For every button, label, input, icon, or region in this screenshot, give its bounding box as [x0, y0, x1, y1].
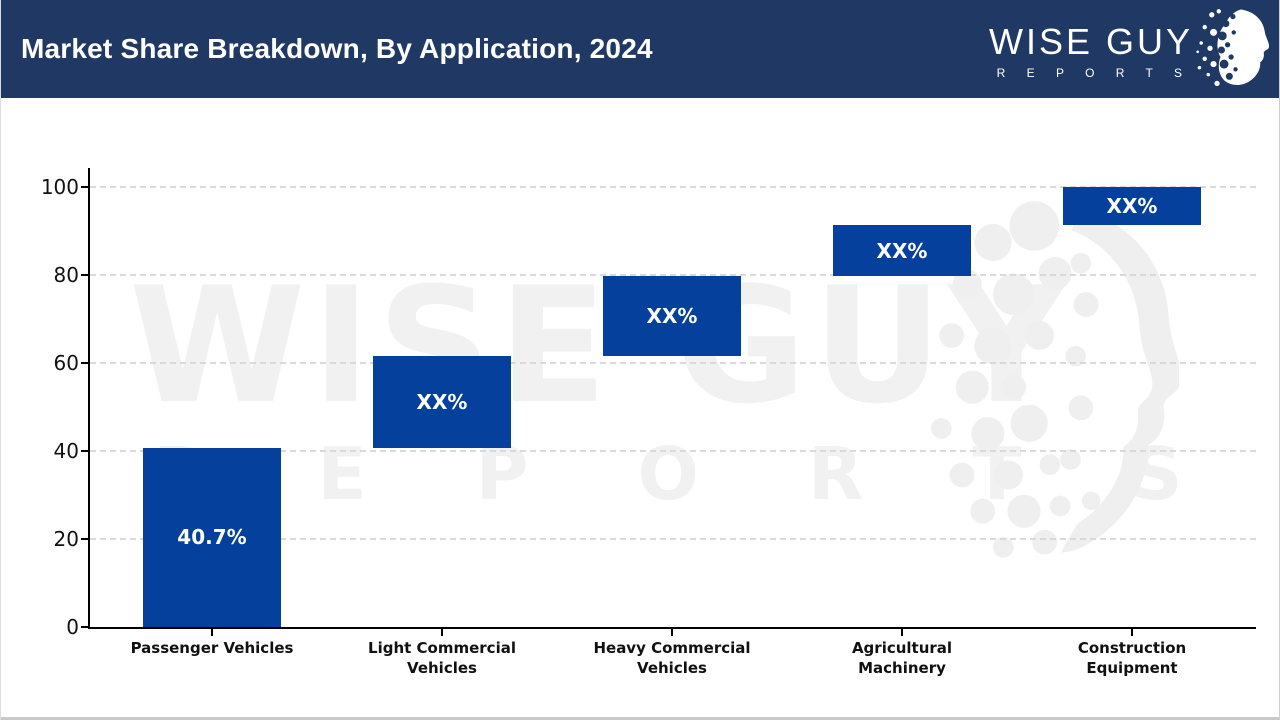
y-tick-label-80: 80: [53, 263, 79, 287]
y-tick-label-100: 100: [40, 175, 79, 199]
x-tick-mark-3: [671, 629, 673, 636]
category-label-4: Agricultural Machinery: [852, 638, 952, 678]
logo-wordmark: WISE GUY: [988, 21, 1193, 62]
category-label-line: Equipment: [1086, 659, 1178, 677]
y-tick-mark-100: [81, 186, 89, 188]
bar-agricultural-machinery: XX%: [833, 225, 971, 277]
bar-value-label: XX%: [646, 304, 698, 329]
y-tick-mark-40: [81, 450, 89, 452]
x-tick-mark-2: [441, 629, 443, 636]
watermark-wordmark: WISE GUY: [129, 252, 1071, 439]
watermark-dotted-head: [931, 201, 1179, 558]
category-label-line: Passenger Vehicles: [130, 639, 294, 657]
bar-value-label: XX%: [416, 390, 468, 415]
category-label-1: Passenger Vehicles: [131, 638, 294, 658]
y-tick-mark-60: [81, 362, 89, 364]
gridline-80: [90, 274, 1256, 276]
category-label-line: Agricultural: [851, 639, 953, 657]
bar-heavy-commercial-vehicles: XX%: [603, 276, 741, 357]
y-tick-label-60: 60: [53, 351, 79, 375]
bar-light-commercial-vehicles: XX%: [373, 356, 511, 448]
category-label-line: Vehicles: [637, 659, 707, 677]
dotted-head-logo-icon: [1196, 9, 1270, 87]
header-band: Market Share Breakdown, By Application, …: [1, 0, 1279, 98]
gridline-40: [90, 450, 1256, 452]
x-tick-mark-5: [1131, 629, 1133, 636]
y-tick-label-40: 40: [53, 439, 79, 463]
gridline-20: [90, 538, 1256, 540]
bar-construction-equipment: XX%: [1063, 187, 1201, 226]
chart-title: Market Share Breakdown, By Application, …: [21, 33, 653, 64]
page-bottom-border: [1, 717, 1279, 720]
y-tick-label-20: 20: [53, 527, 79, 551]
x-tick-mark-4: [901, 629, 903, 636]
gridline-100: [90, 186, 1256, 188]
bar-value-label: XX%: [1106, 194, 1158, 219]
category-label-5: Construction Equipment: [1078, 638, 1186, 678]
y-tick-mark-0: [81, 626, 89, 628]
logo-subtitle: R E P O R T S: [996, 66, 1191, 80]
y-tick-mark-80: [81, 274, 89, 276]
x-tick-mark-1: [211, 629, 213, 636]
category-label-2: Light Commercial Vehicles: [368, 638, 516, 678]
y-tick-mark-20: [81, 538, 89, 540]
y-axis-line: [88, 168, 90, 629]
gridline-60: [90, 362, 1256, 364]
bar-value-label: 40.7%: [177, 525, 247, 550]
bar-passenger-vehicles: 40.7%: [143, 447, 281, 627]
x-axis-line: [88, 627, 1256, 629]
category-label-line: Heavy Commercial: [593, 639, 751, 657]
category-label-line: Construction: [1077, 639, 1187, 657]
y-tick-label-0: 0: [66, 615, 79, 639]
category-label-line: Vehicles: [407, 659, 477, 677]
wise-guy-reports-logo: WISE GUY R E P O R T S: [988, 21, 1193, 80]
category-label-line: Machinery: [858, 659, 946, 677]
bar-value-label: XX%: [876, 238, 928, 263]
category-label-3: Heavy Commercial Vehicles: [593, 638, 750, 678]
category-label-line: Light Commercial: [368, 639, 516, 657]
